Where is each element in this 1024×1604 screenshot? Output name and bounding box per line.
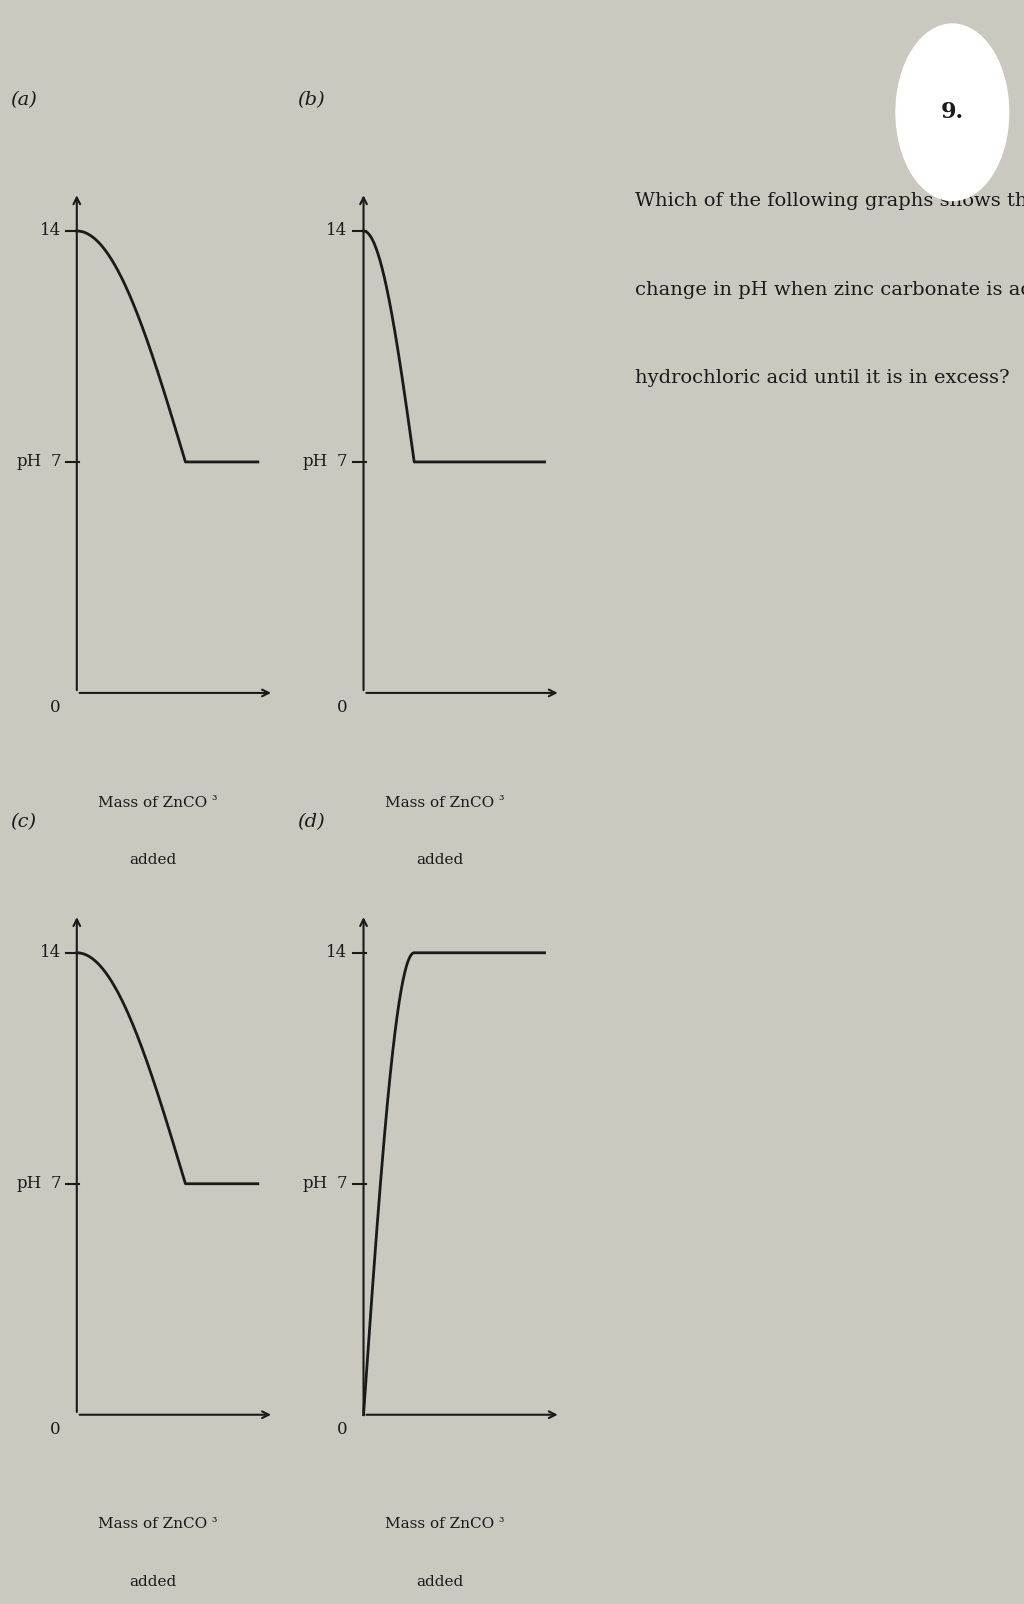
Text: 7: 7 <box>50 1176 60 1192</box>
Text: 9.: 9. <box>941 101 964 124</box>
Text: added: added <box>416 853 463 868</box>
Text: 14: 14 <box>40 223 60 239</box>
Text: 7: 7 <box>50 454 60 470</box>
Text: 14: 14 <box>40 945 60 961</box>
Text: pH: pH <box>16 1176 42 1192</box>
Text: ₃: ₃ <box>498 789 504 804</box>
Text: hydrochloric acid until it is in excess?: hydrochloric acid until it is in excess? <box>635 369 1010 387</box>
Text: 14: 14 <box>327 945 347 961</box>
Text: change in pH when zinc carbonate is added to: change in pH when zinc carbonate is adde… <box>635 281 1024 298</box>
Text: pH: pH <box>303 1176 329 1192</box>
Text: (d): (d) <box>297 813 325 831</box>
Text: Mass of ZnCO: Mass of ZnCO <box>98 1517 208 1532</box>
Text: ₃: ₃ <box>211 789 217 804</box>
Text: (a): (a) <box>10 91 37 109</box>
Text: ₃: ₃ <box>498 1511 504 1525</box>
Text: Mass of ZnCO: Mass of ZnCO <box>98 796 208 810</box>
Text: 0: 0 <box>337 1421 347 1439</box>
Text: pH: pH <box>303 454 329 470</box>
Text: 0: 0 <box>50 699 60 717</box>
Text: pH: pH <box>16 454 42 470</box>
Text: (b): (b) <box>297 91 325 109</box>
Text: 14: 14 <box>327 223 347 239</box>
Circle shape <box>896 24 1009 200</box>
Text: Mass of ZnCO: Mass of ZnCO <box>385 796 495 810</box>
Text: added: added <box>129 1575 176 1590</box>
Text: Mass of ZnCO: Mass of ZnCO <box>385 1517 495 1532</box>
Text: (c): (c) <box>10 813 37 831</box>
Text: added: added <box>416 1575 463 1590</box>
Text: ₃: ₃ <box>211 1511 217 1525</box>
Text: 7: 7 <box>337 1176 347 1192</box>
Text: 7: 7 <box>337 454 347 470</box>
Text: added: added <box>129 853 176 868</box>
Text: 0: 0 <box>337 699 347 717</box>
Text: 0: 0 <box>50 1421 60 1439</box>
Text: Which of the following graphs shows the: Which of the following graphs shows the <box>635 192 1024 210</box>
